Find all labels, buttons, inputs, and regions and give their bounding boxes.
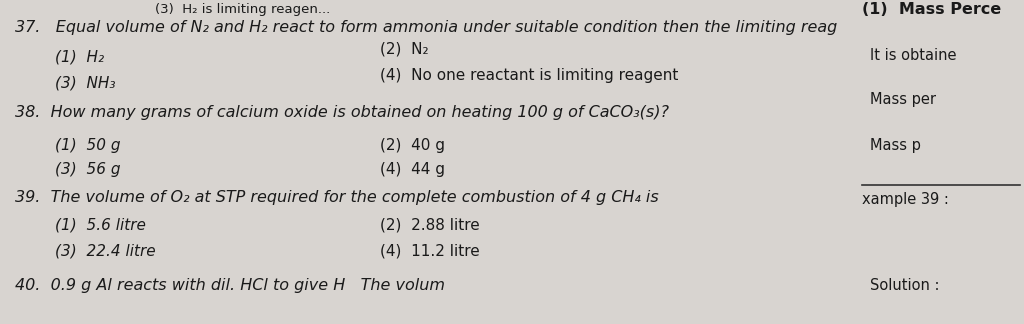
Text: Mass per: Mass per [870, 92, 936, 107]
Text: (1)  Mass Perce: (1) Mass Perce [862, 2, 1001, 17]
Text: (3)  22.4 litre: (3) 22.4 litre [55, 244, 156, 259]
Text: (1)  H₂: (1) H₂ [55, 50, 104, 65]
Text: (2)  N₂: (2) N₂ [380, 42, 429, 57]
Text: 37.   Equal volume of N₂ and H₂ react to form ammonia under suitable condition t: 37. Equal volume of N₂ and H₂ react to f… [15, 20, 838, 35]
Text: (1)  50 g: (1) 50 g [55, 138, 121, 153]
Text: Solution :: Solution : [870, 278, 939, 293]
Text: 39.  The volume of O₂ at STP required for the complete combustion of 4 g CH₄ is: 39. The volume of O₂ at STP required for… [15, 190, 658, 205]
Text: (4)  44 g: (4) 44 g [380, 162, 445, 177]
Text: (1)  5.6 litre: (1) 5.6 litre [55, 218, 145, 233]
Text: It is obtaine: It is obtaine [870, 48, 956, 63]
Text: (4)  No one reactant is limiting reagent: (4) No one reactant is limiting reagent [380, 68, 678, 83]
Text: (3)  NH₃: (3) NH₃ [55, 76, 116, 91]
Text: 38.  How many grams of calcium oxide is obtained on heating 100 g of CaCO₃(s)?: 38. How many grams of calcium oxide is o… [15, 105, 669, 120]
Text: (2)  40 g: (2) 40 g [380, 138, 445, 153]
Text: (3)  H₂ is limiting reagen...: (3) H₂ is limiting reagen... [155, 3, 331, 16]
Text: (3)  56 g: (3) 56 g [55, 162, 121, 177]
Text: Mass p: Mass p [870, 138, 921, 153]
Text: xample 39 :: xample 39 : [862, 192, 949, 207]
Text: (4)  11.2 litre: (4) 11.2 litre [380, 244, 480, 259]
Text: 40.  0.9 g Al reacts with dil. HCl to give H   The volum: 40. 0.9 g Al reacts with dil. HCl to giv… [15, 278, 445, 293]
Text: (2)  2.88 litre: (2) 2.88 litre [380, 218, 480, 233]
